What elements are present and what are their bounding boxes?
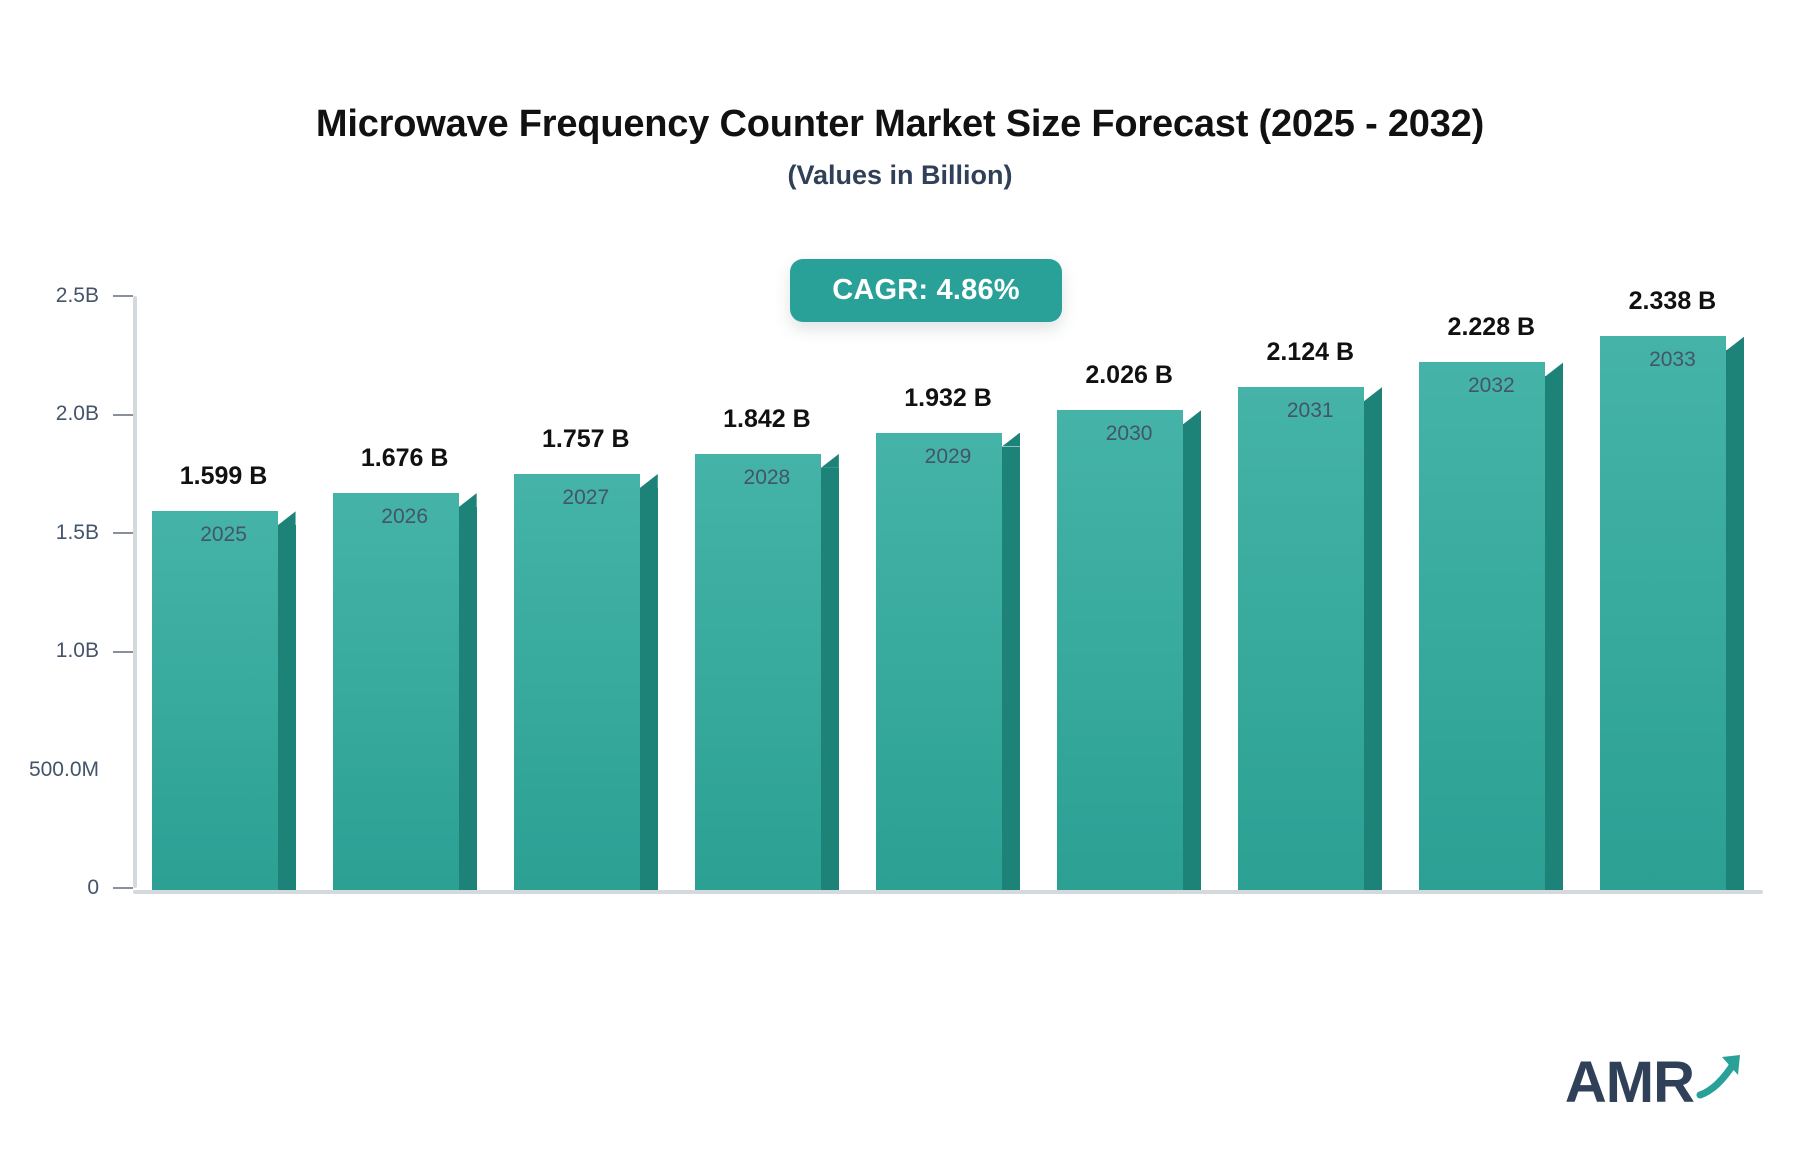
y-axis-tick-mark [113, 295, 133, 298]
bar-front-face[interactable] [1600, 336, 1727, 890]
y-axis-tick: 1.0B [0, 639, 133, 663]
y-axis-tick-mark [113, 887, 133, 890]
bar-top-face [1726, 336, 1745, 351]
x-axis-tick-label: 2025 [200, 523, 247, 547]
bar-value-label: 1.932 B [904, 383, 992, 412]
bar-front-face[interactable] [1238, 387, 1365, 890]
x-axis-tick-label: 2030 [1105, 422, 1153, 446]
y-axis-tick-mark [113, 650, 133, 653]
bar-group[interactable]: 1.757 B 2027 [513, 425, 658, 890]
y-axis-tick-mark [113, 532, 133, 535]
bar-side-face [1545, 376, 1564, 890]
y-axis-line [133, 296, 137, 888]
x-axis-tick-label: 2027 [562, 485, 610, 509]
title-block: Microwave Frequency Counter Market Size … [0, 103, 1800, 191]
bar-top-face [277, 511, 296, 526]
bar-group[interactable]: 1.842 B 2028 [694, 405, 839, 890]
y-axis-tick-label: 0 [87, 876, 99, 899]
y-axis-tick: 0 [0, 876, 133, 900]
bar-side-face [1726, 350, 1745, 890]
bar-group[interactable]: 2.338 B 2033 [1600, 287, 1745, 890]
bar-value-label: 2.026 B [1085, 361, 1173, 390]
bar-top-face [1002, 432, 1020, 447]
bar-side-face [458, 507, 477, 890]
bar-side-face [1364, 401, 1383, 890]
bar-value-label: 1.676 B [360, 444, 449, 473]
bar-front-face[interactable] [1419, 362, 1546, 890]
y-axis-tick: 2.0B [0, 402, 133, 426]
y-axis-tick: 1.5B [0, 521, 133, 545]
y-axis-tick: 500.0M [0, 758, 133, 782]
bar-value-label: 1.757 B [541, 424, 630, 453]
bar-front-face[interactable] [332, 493, 459, 890]
page-title: Microwave Frequency Counter Market Size … [315, 103, 1485, 145]
bar-value-label: 1.842 B [723, 404, 811, 433]
x-axis-tick-label: 2031 [1286, 399, 1334, 423]
cagr-badge: CAGR: 4.86% [790, 259, 1062, 322]
bar-top-face [820, 453, 839, 468]
bar-side-face [1002, 446, 1020, 890]
y-axis-tick-label: 500.0M [28, 757, 99, 781]
y-axis-tick: 2.5B [0, 284, 133, 308]
y-axis-tick-mark [113, 413, 133, 416]
trend-arrow-up-icon [1696, 1051, 1752, 1106]
x-axis-tick-label: 2026 [381, 505, 429, 529]
bar-front-face[interactable] [1057, 410, 1184, 890]
y-axis-tick-label: 2.0B [55, 402, 99, 426]
bar-group[interactable]: 2.026 B 2030 [1057, 361, 1202, 890]
plot-area: 2.5B 2.0B 1.5B 1.0B 500.0M 0 1.599 B 2025 1.676… [29, 284, 1763, 899]
amr-logo: AMR [1565, 1051, 1752, 1112]
x-axis-tick-label: 2032 [1467, 374, 1515, 398]
x-axis-tick-label: 2033 [1649, 348, 1696, 372]
bar-value-label: 1.599 B [179, 462, 268, 491]
y-axis-tick-label: 2.5B [55, 284, 99, 307]
bar-group[interactable]: 1.599 B 2025 [151, 462, 296, 890]
y-axis-tick-label: 1.0B [55, 639, 99, 663]
bar-side-face [1183, 424, 1202, 890]
bar-value-label: 2.338 B [1628, 287, 1717, 316]
bar-top-face [1364, 387, 1383, 402]
bar-value-label: 2.228 B [1447, 313, 1536, 342]
bar-top-face [1183, 410, 1202, 425]
bar-group[interactable]: 1.932 B 2029 [876, 384, 1020, 890]
x-axis-tick-label: 2028 [743, 465, 791, 489]
bar-top-face [458, 493, 477, 508]
bar-group[interactable]: 2.228 B 2032 [1419, 313, 1564, 890]
bar-front-face[interactable] [694, 453, 821, 890]
bar-top-face [1545, 362, 1564, 377]
bar-value-label: 2.124 B [1266, 338, 1354, 367]
amr-logo-text: AMR [1564, 1050, 1695, 1115]
chart-subtitle: (Values in Billion) [787, 159, 1013, 190]
cagr-badge-label: CAGR: 4.86% [832, 274, 1020, 306]
bar-side-face [639, 487, 658, 890]
bar-front-face[interactable] [513, 473, 640, 890]
bar-top-face [639, 473, 658, 488]
y-axis-tick-label: 1.5B [55, 520, 99, 544]
x-axis-tick-label: 2029 [924, 444, 972, 468]
bar-side-face [277, 525, 296, 890]
x-axis-line [133, 890, 1763, 894]
bar-group[interactable]: 1.676 B 2026 [332, 444, 477, 890]
bar-side-face [820, 467, 839, 890]
bar-front-face[interactable] [151, 511, 278, 890]
bar-front-face[interactable] [876, 432, 1002, 890]
bar-group[interactable]: 2.124 B 2031 [1238, 338, 1383, 890]
